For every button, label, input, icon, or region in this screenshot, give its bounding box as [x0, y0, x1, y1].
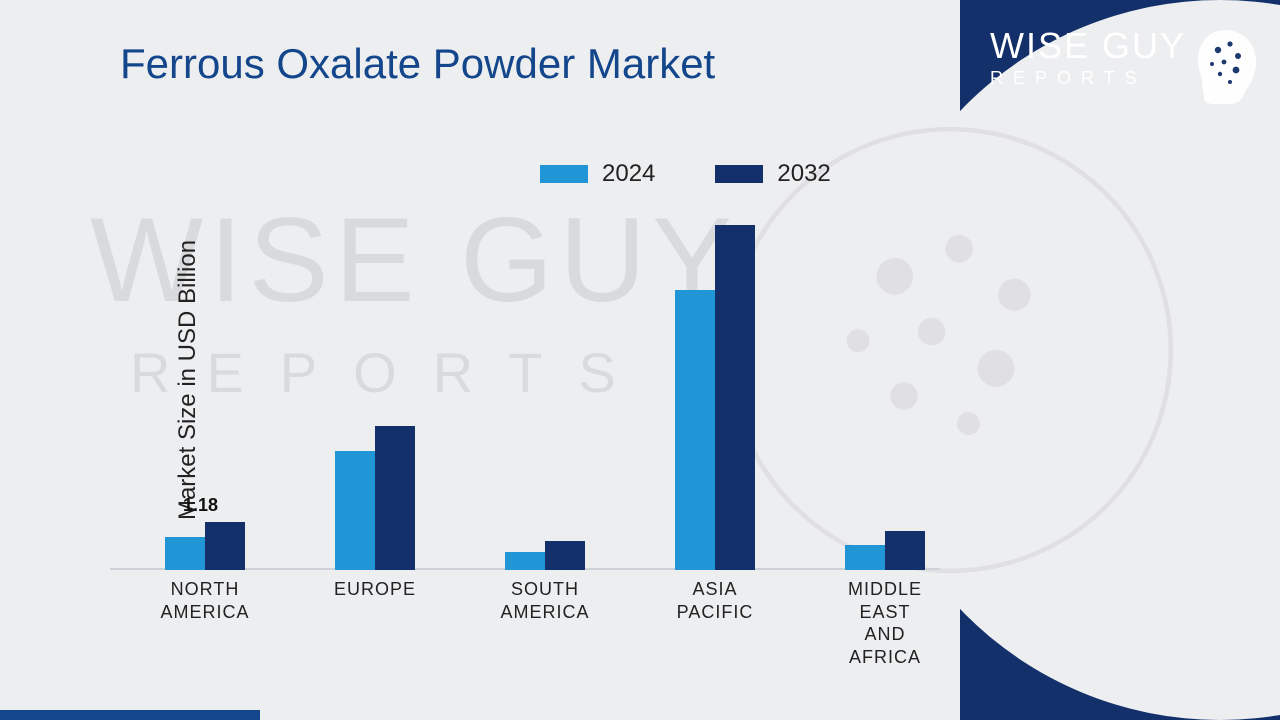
bar [205, 522, 245, 571]
bar-group: SOUTHAMERICA [470, 541, 620, 570]
bar-group: ASIAPACIFIC [640, 225, 790, 570]
category-label: SOUTHAMERICA [465, 578, 625, 623]
bar-chart: NORTHAMERICA EUROPE SOUTHAMERICA ASIAPACIFI… [110, 200, 940, 570]
bar [715, 225, 755, 570]
category-label: EUROPE [295, 578, 455, 601]
bar [165, 537, 205, 570]
legend-label-2024: 2024 [602, 160, 655, 188]
bar [375, 426, 415, 570]
bar-group: MIDDLEEASTANDAFRICA [810, 531, 960, 570]
bottom-accent-bar [0, 710, 260, 720]
bar [335, 451, 375, 570]
bar-value-label: 1.18 [183, 495, 218, 516]
bar-group: NORTHAMERICA [130, 522, 280, 571]
bar [545, 541, 585, 570]
chart-title: Ferrous Oxalate Powder Market [120, 40, 715, 88]
legend-item-2024: 2024 [540, 160, 655, 188]
brand-head-icon [1190, 26, 1260, 106]
bar [505, 552, 545, 571]
bar-group: EUROPE [300, 426, 450, 570]
legend-swatch-2032 [715, 165, 763, 183]
bar [885, 531, 925, 570]
legend-label-2032: 2032 [777, 160, 830, 188]
legend: 2024 2032 [540, 160, 831, 188]
category-label: ASIAPACIFIC [635, 578, 795, 623]
bar [845, 545, 885, 570]
legend-swatch-2024 [540, 165, 588, 183]
category-label: NORTHAMERICA [125, 578, 285, 623]
chart-page: WISE GUY REPORTS Ferrous Oxalate Powder … [0, 0, 1280, 720]
bar [675, 290, 715, 570]
category-label: MIDDLEEASTANDAFRICA [805, 578, 965, 668]
legend-item-2032: 2032 [715, 160, 830, 188]
